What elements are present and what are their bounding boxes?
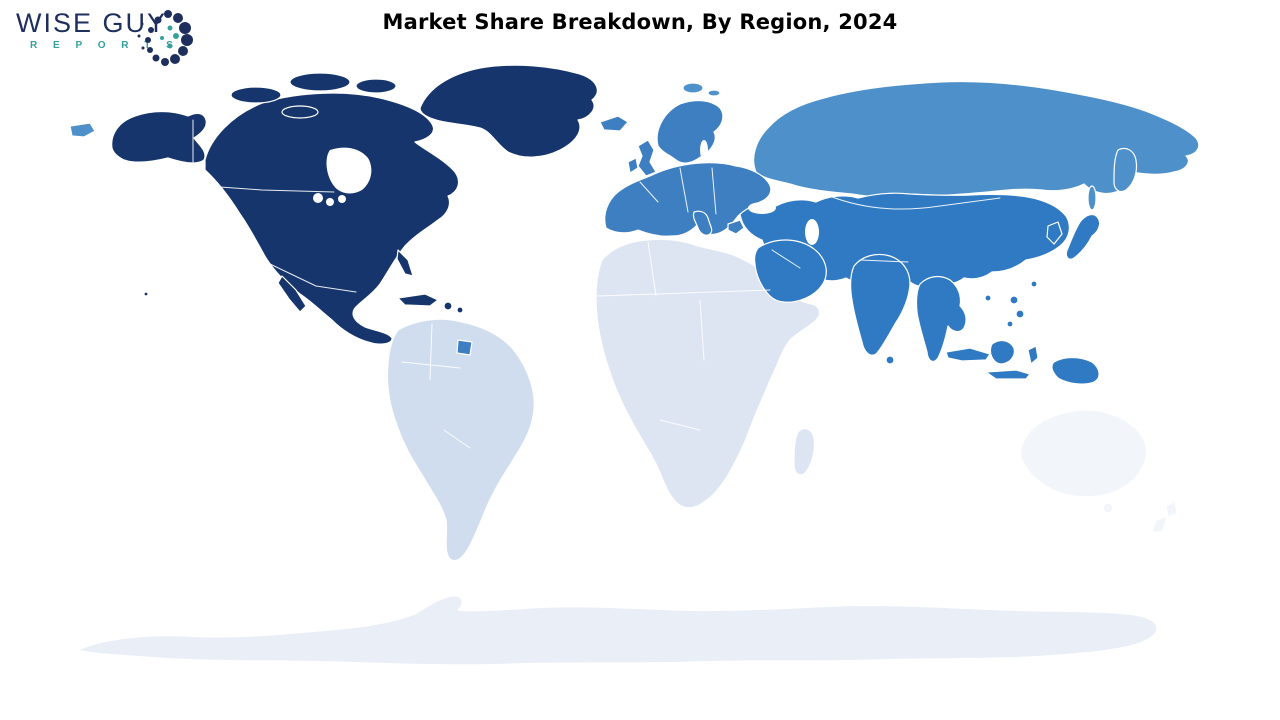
region-greenland [419, 64, 598, 158]
hudson-bay [326, 147, 372, 194]
region-borneo [989, 339, 1015, 365]
region-sakhalin [1087, 185, 1097, 211]
wise-guy-reports-logo: WISE GUY R E P O R T S [16, 10, 216, 74]
region-europe-mainland [604, 162, 772, 237]
region-hainan [984, 294, 992, 302]
region-philippines-visayas [1015, 309, 1025, 319]
country-borders [192, 119, 1001, 449]
region-hispaniola [443, 301, 453, 311]
logo-head-dots-icon [137, 10, 193, 66]
region-japan [1065, 213, 1101, 260]
region-se-asia [915, 275, 967, 362]
region-australia [1019, 409, 1148, 498]
region-sri-lanka [885, 355, 895, 365]
region-arctic-island-1 [230, 86, 282, 104]
chart-title: Market Share Breakdown, By Region, 2024 [382, 10, 898, 34]
region-arctic-island-4 [281, 105, 319, 119]
great-lake-1 [313, 193, 323, 203]
region-puerto-rico [456, 306, 464, 314]
region-arctic-island-3 [355, 78, 397, 94]
region-madagascar [793, 428, 816, 476]
region-kamchatka [1113, 147, 1138, 193]
region-florida [396, 249, 414, 277]
region-french-guiana [456, 339, 473, 356]
region-scandinavia [656, 99, 724, 164]
region-india [850, 253, 911, 356]
region-philippines-mindanao [1006, 320, 1014, 328]
great-lake-2 [326, 198, 334, 206]
region-tasmania [1102, 502, 1114, 514]
region-uk [637, 139, 657, 177]
black-sea [748, 202, 776, 214]
region-south-america [386, 318, 535, 562]
great-lake-3 [338, 195, 346, 203]
region-sulawesi [1027, 345, 1039, 365]
region-korea [1046, 221, 1063, 245]
caspian-sea [805, 219, 819, 245]
region-africa [595, 238, 821, 509]
region-sumatra [945, 347, 991, 362]
region-greece [727, 219, 745, 235]
region-alaska [111, 110, 207, 164]
region-iceland [599, 115, 629, 132]
logo-subtitle: R E P O R T S [30, 40, 180, 51]
region-antarctica [77, 595, 1158, 666]
region-new-zealand-north [1165, 500, 1178, 518]
region-north-america-mainland [204, 92, 460, 345]
region-arabia [754, 239, 827, 303]
region-new-guinea [1051, 356, 1100, 385]
baltic-sea [700, 140, 708, 160]
region-ireland [627, 157, 639, 174]
region-cuba [397, 293, 439, 307]
region-philippines-luzon [1009, 295, 1019, 305]
region-italy [692, 210, 713, 236]
region-java [985, 369, 1031, 380]
region-taiwan [1030, 280, 1038, 288]
region-hawaii-dot [143, 291, 149, 297]
region-new-zealand-south [1151, 515, 1168, 534]
region-chukotka-west-edge [69, 122, 96, 138]
region-svalbard [682, 82, 704, 94]
logo-wordmark: WISE GUY [16, 8, 168, 38]
region-arctic-island-2 [289, 72, 351, 92]
region-baja-california [277, 275, 307, 313]
region-franz-josef [707, 89, 721, 97]
